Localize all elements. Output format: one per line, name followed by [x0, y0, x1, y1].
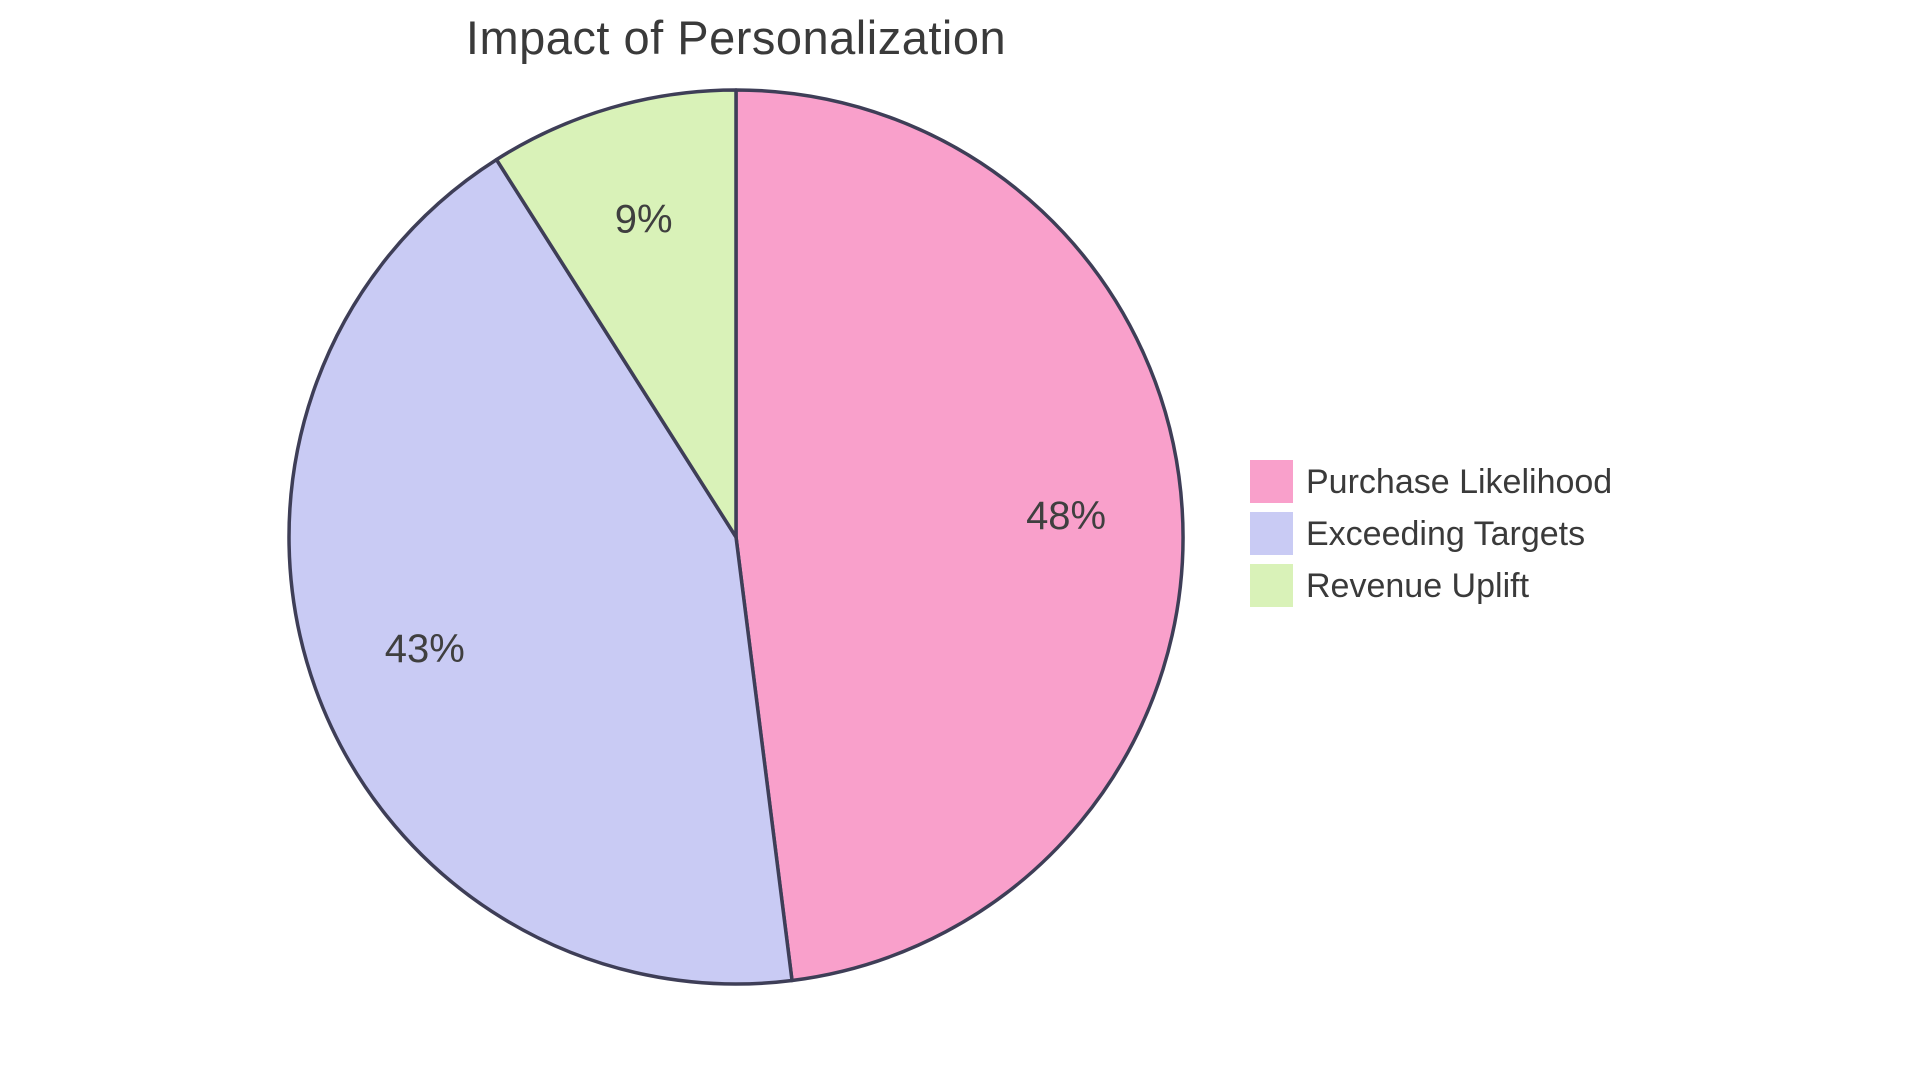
legend-swatch-revenue-uplift	[1250, 564, 1293, 607]
legend-item-purchase-likelihood: Purchase Likelihood	[1250, 460, 1612, 503]
legend-item-revenue-uplift: Revenue Uplift	[1250, 564, 1612, 607]
pie-slice-revenue-uplift	[494, 88, 738, 539]
slice-percent-label-revenue-uplift: 9%	[615, 197, 673, 241]
legend-label: Purchase Likelihood	[1306, 462, 1613, 501]
pie-slice-exceeding-targets	[287, 157, 794, 986]
legend-swatch-exceeding-targets	[1250, 512, 1293, 555]
legend-label: Exceeding Targets	[1306, 514, 1586, 553]
legend-label: Revenue Uplift	[1306, 566, 1530, 605]
legend-item-exceeding-targets: Exceeding Targets	[1250, 512, 1612, 555]
slice-percent-label-exceeding-targets: 43%	[385, 627, 465, 671]
legend-swatch-purchase-likelihood	[1250, 460, 1293, 503]
chart-title: Impact of Personalization	[465, 11, 1007, 64]
legend: Purchase Likelihood Exceeding Targets Reve…	[1250, 460, 1612, 607]
pie-slice-purchase-likelihood	[734, 88, 1185, 983]
slice-percent-label-purchase-likelihood: 48%	[1026, 494, 1106, 538]
